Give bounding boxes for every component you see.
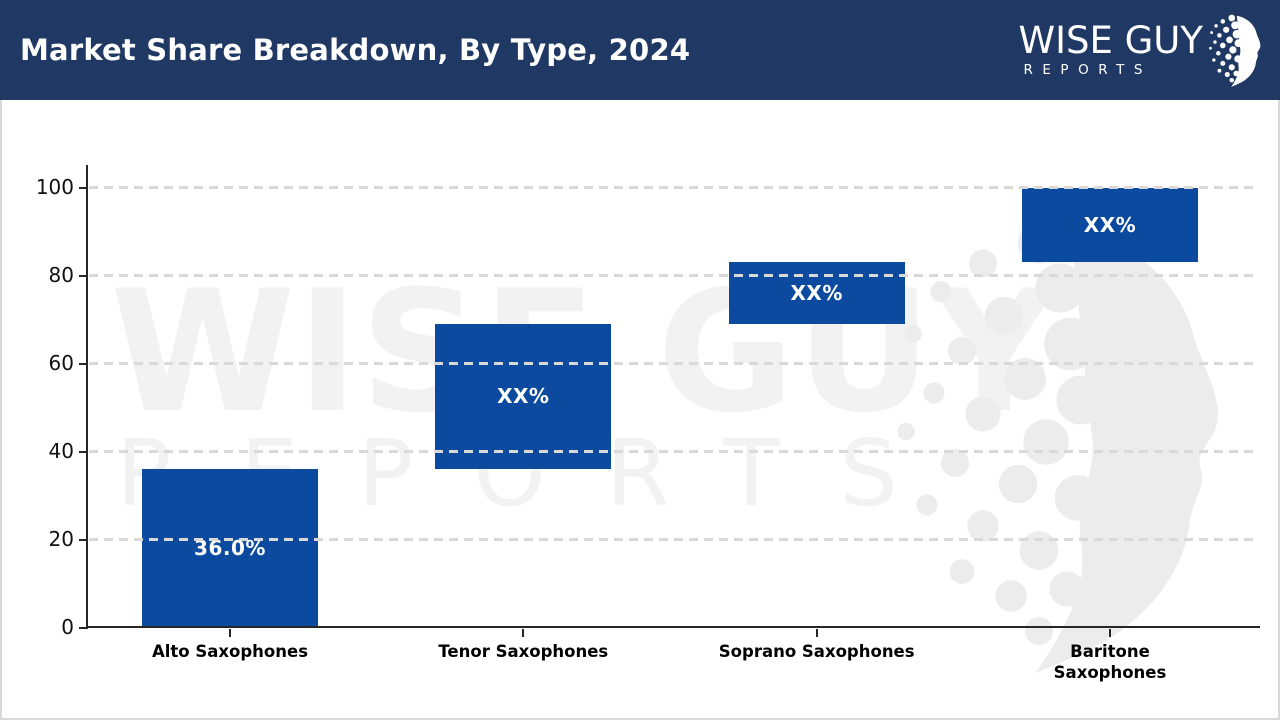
frame-border-bottom [0, 718, 1280, 720]
bar-value-label: XX% [790, 281, 843, 306]
gridline-40 [89, 450, 1258, 453]
gridline-80 [89, 274, 1258, 277]
wise-guy-head-icon [1209, 14, 1261, 87]
y-tick-mark [79, 274, 88, 277]
watermark-head-icon [897, 221, 1218, 673]
logo-text-block: WISE GUY REPORTS [1019, 22, 1203, 78]
logo-tagline-text: REPORTS [1023, 62, 1152, 78]
bar-value-label: XX% [1083, 212, 1137, 237]
y-tick-label: 40 [48, 438, 74, 463]
y-tick-mark [79, 538, 88, 541]
y-tick-label: 0 [61, 614, 74, 639]
bar-baritone-saxophones: XX% [1022, 187, 1198, 263]
wise-guy-logo: WISE GUY REPORTS [1019, 14, 1262, 87]
y-tick-mark [79, 186, 88, 189]
y-tick-mark [79, 626, 88, 629]
y-tick-mark [79, 362, 88, 365]
y-tick-label: 80 [48, 262, 74, 287]
x-tick-mark [1109, 628, 1111, 637]
gridline-100 [89, 186, 1258, 189]
x-category-label-baritone-saxophones: Baritone Saxophones [1053, 642, 1167, 683]
x-category-label-tenor-saxophones: Tenor Saxophones [438, 642, 609, 661]
frame-border-left [0, 100, 2, 720]
gridline-60 [89, 362, 1258, 365]
x-category-label-soprano-saxophones: Soprano Saxophones [718, 642, 915, 661]
y-tick-label: 20 [48, 526, 74, 551]
x-tick-mark [229, 628, 231, 637]
gridline-20 [89, 538, 1258, 541]
y-tick-label: 100 [35, 174, 74, 199]
bar-tenor-saxophones: XX% [435, 323, 612, 470]
frame-border-right [1278, 100, 1280, 720]
logo-brand-text: WISE GUY [1018, 19, 1203, 62]
chart-title: Market Share Breakdown, By Type, 2024 [20, 33, 691, 67]
y-tick-mark [79, 450, 88, 453]
x-category-label-alto-saxophones: Alto Saxophones [151, 642, 309, 661]
y-axis-line [86, 165, 89, 629]
x-tick-mark [522, 628, 525, 637]
x-axis-line [86, 626, 1260, 629]
x-tick-mark [815, 628, 818, 637]
y-tick-label: 60 [48, 350, 74, 375]
bar-soprano-saxophones: XX% [728, 262, 905, 324]
bar-alto-saxophones: 36.0% [142, 469, 318, 628]
bar-value-label: XX% [497, 384, 550, 409]
header-bar: Market Share Breakdown, By Type, 2024 WI… [0, 0, 1280, 100]
